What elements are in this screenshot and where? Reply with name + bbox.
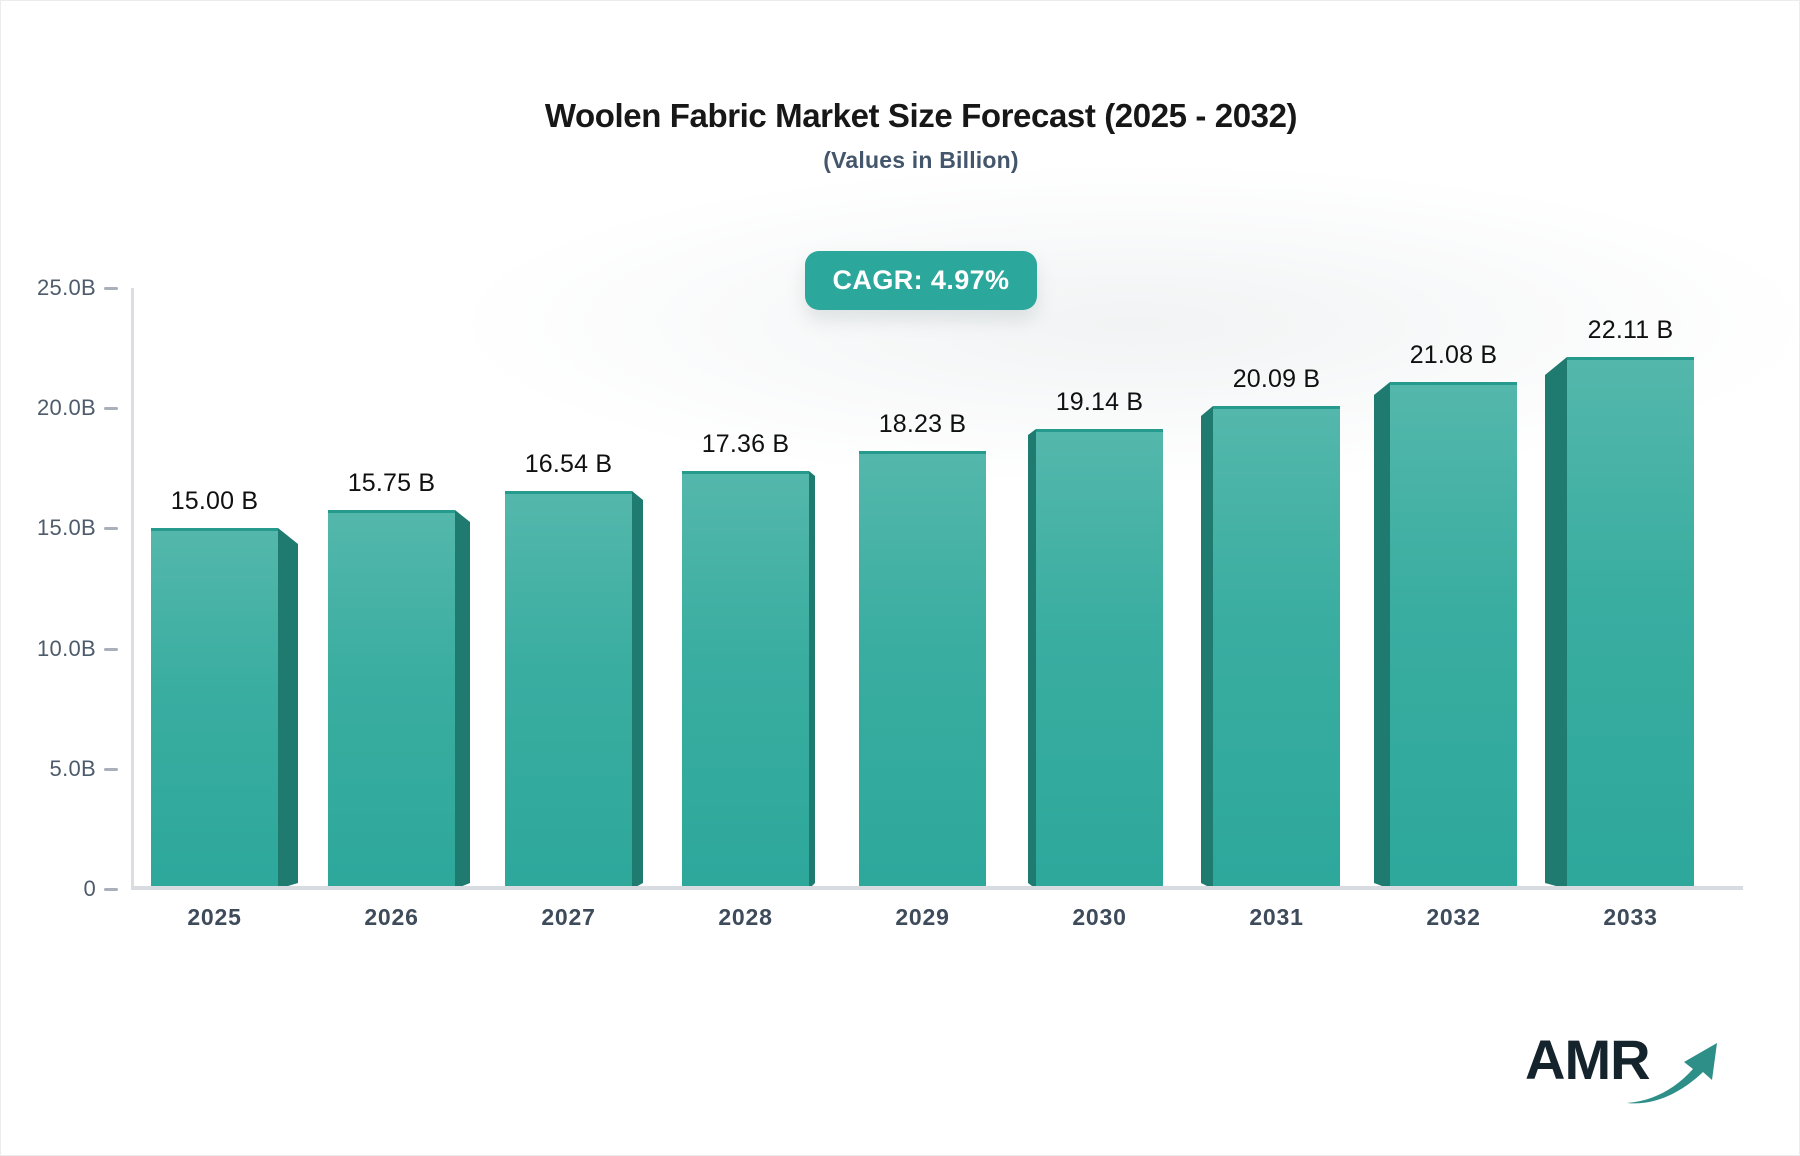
bar-side-face [1028, 429, 1036, 889]
x-axis-baseline [131, 886, 1743, 890]
bar [505, 491, 632, 889]
bar [682, 471, 809, 889]
bar-value-label: 18.23 B [878, 410, 967, 438]
bar [1567, 357, 1694, 889]
bar-value-label: 15.00 B [170, 487, 259, 515]
x-axis-label: 2030 [1072, 904, 1127, 930]
y-axis-tick-label: 10.0B [37, 636, 96, 661]
bar [328, 510, 455, 889]
bar-side-face [1201, 406, 1213, 889]
bar [1213, 406, 1340, 889]
chart-subtitle: (Values in Billion) [823, 146, 1019, 173]
y-axis-tick-label: 20.0B [37, 395, 96, 420]
bar-value-label: 20.09 B [1232, 365, 1321, 393]
bar [151, 528, 278, 889]
bar-side-face [1374, 382, 1390, 889]
x-axis-label: 2027 [541, 904, 596, 930]
bar-value-label: 19.14 B [1055, 388, 1144, 416]
x-axis-label: 2031 [1249, 904, 1304, 930]
cagr-badge: CAGR: 4.97% [804, 251, 1038, 310]
y-axis-tick [104, 648, 118, 651]
growth-arrow-icon [1627, 1043, 1717, 1104]
x-axis-label: 2026 [364, 904, 419, 930]
y-axis-tick [104, 527, 118, 530]
amr-logo: AMR [1525, 1027, 1745, 1117]
bar-value-label: 16.54 B [524, 450, 613, 478]
x-axis-label: 2025 [187, 904, 242, 930]
chart-header: Woolen Fabric Market Size Forecast (2025… [141, 97, 1701, 174]
x-axis-label: 2028 [718, 904, 773, 930]
chart-title: Woolen Fabric Market Size Forecast (2025… [544, 97, 1298, 134]
cagr-badge-row: CAGR: 4.97% [141, 251, 1701, 310]
bar-side-face [455, 510, 470, 889]
x-axis-label: 2029 [895, 904, 950, 930]
y-axis-tick-label: 0 [83, 876, 96, 901]
bar-side-face [1545, 357, 1567, 889]
bar-side-face [278, 528, 298, 889]
bar-value-label: 22.11 B [1587, 316, 1674, 344]
y-axis-tick [104, 888, 118, 891]
amr-logo-text: AMR [1525, 1028, 1651, 1091]
bar-side-face [632, 491, 643, 889]
x-axis-label: 2032 [1426, 904, 1481, 930]
bar-value-label: 15.75 B [347, 469, 436, 497]
y-axis-tick-label: 25.0B [37, 275, 96, 300]
bar-side-face [809, 471, 815, 889]
x-axis-label: 2033 [1603, 904, 1658, 930]
y-axis-tick-label: 5.0B [49, 756, 96, 781]
bar [859, 451, 986, 889]
bar [1390, 382, 1517, 889]
bar-value-label: 17.36 B [701, 430, 790, 458]
y-axis-tick-label: 15.0B [37, 515, 96, 540]
y-axis-tick [104, 287, 118, 290]
bar-value-label: 21.08 B [1409, 341, 1498, 369]
y-axis-tick [104, 407, 118, 410]
bar [1036, 429, 1163, 889]
y-axis-tick [104, 768, 118, 771]
y-axis-line [131, 288, 134, 889]
